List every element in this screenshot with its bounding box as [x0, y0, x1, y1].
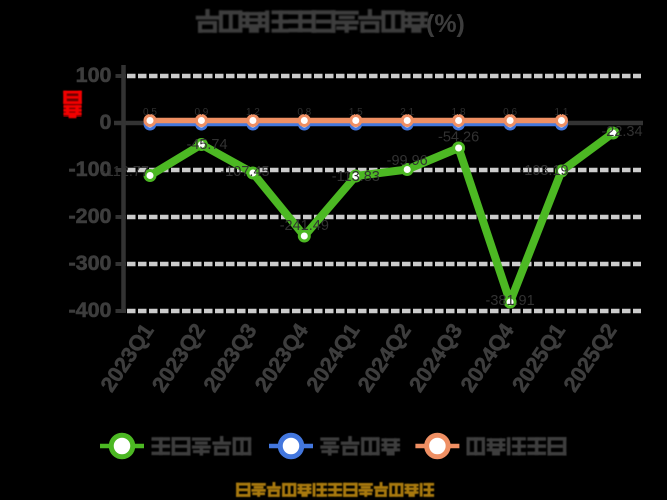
svg-text:-300: -300 — [68, 251, 111, 275]
svg-text:-381.91: -381.91 — [486, 293, 535, 309]
svg-text:0.8: 0.8 — [297, 107, 311, 118]
svg-text:0.5: 0.5 — [143, 107, 157, 118]
svg-text:-45.74: -45.74 — [186, 137, 227, 153]
svg-text:-100: -100 — [68, 157, 111, 181]
svg-text:100: 100 — [76, 63, 112, 87]
svg-text:-200: -200 — [68, 204, 111, 228]
svg-text:-400: -400 — [68, 298, 111, 322]
svg-text:-54.26: -54.26 — [438, 130, 479, 146]
svg-text:-103.19: -103.19 — [519, 163, 568, 179]
svg-text:-99.96: -99.96 — [387, 153, 428, 169]
svg-text:-241.49: -241.49 — [280, 218, 329, 234]
svg-text:2.1: 2.1 — [400, 107, 414, 118]
svg-text:0: 0 — [100, 110, 112, 134]
svg-text:1.5: 1.5 — [349, 107, 363, 118]
svg-text:-113.83: -113.83 — [332, 169, 380, 185]
svg-text:1.2: 1.2 — [246, 107, 260, 118]
svg-text:0.6: 0.6 — [503, 107, 517, 118]
svg-text:1.1: 1.1 — [555, 107, 569, 118]
svg-text:-22.34: -22.34 — [601, 124, 642, 140]
svg-text:(%): (%) — [426, 10, 465, 38]
svg-text:-112.77: -112.77 — [101, 164, 149, 180]
svg-text:1.8: 1.8 — [452, 107, 466, 118]
svg-text:-107.45: -107.45 — [220, 164, 269, 180]
svg-text:0.9: 0.9 — [194, 107, 208, 118]
